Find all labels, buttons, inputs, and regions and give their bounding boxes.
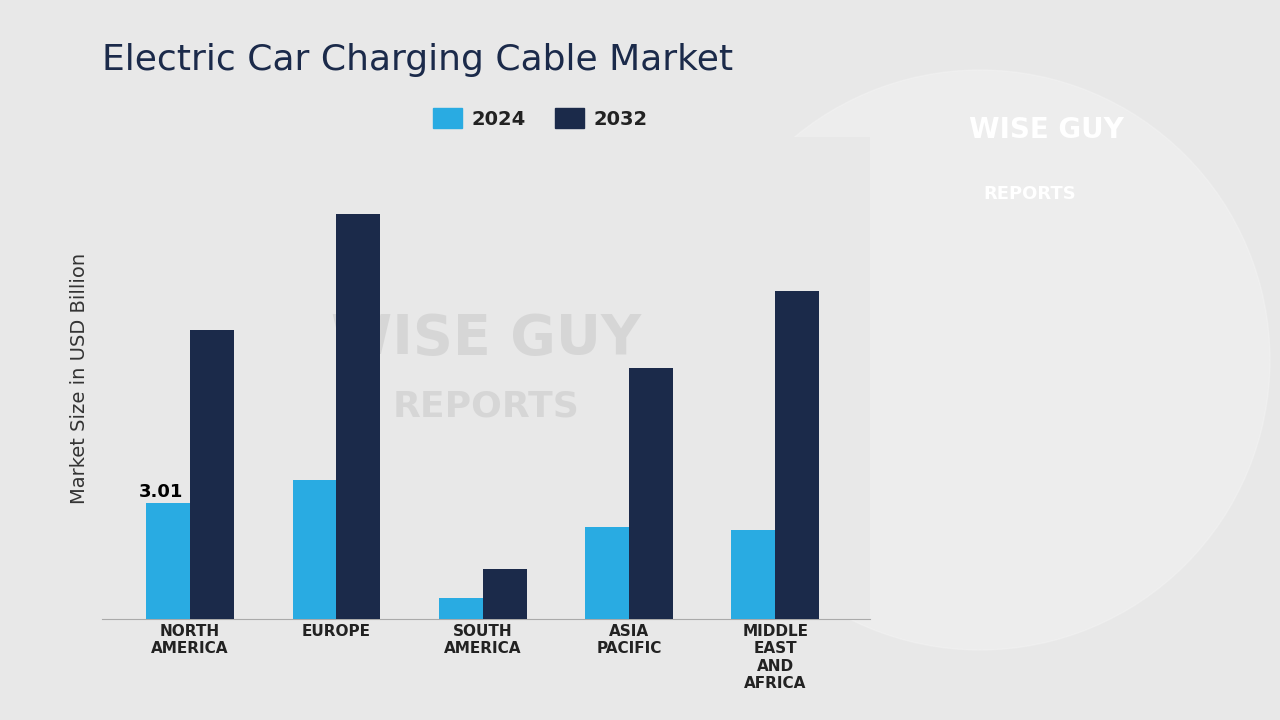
Bar <box>776 291 819 619</box>
Text: Electric Car Charging Cable Market: Electric Car Charging Cable Market <box>102 43 733 77</box>
Bar <box>585 526 628 619</box>
Bar <box>731 531 776 619</box>
Text: REPORTS: REPORTS <box>983 185 1076 203</box>
Bar <box>337 214 380 619</box>
Circle shape <box>690 70 1270 650</box>
Bar <box>439 598 483 619</box>
Text: REPORTS: REPORTS <box>393 390 580 424</box>
Text: WISE GUY: WISE GUY <box>969 116 1124 143</box>
Text: WISE GUY: WISE GUY <box>332 312 641 366</box>
Legend: 2024, 2032: 2024, 2032 <box>422 99 658 138</box>
Bar <box>628 369 673 619</box>
Text: 3.01: 3.01 <box>138 483 183 501</box>
Bar <box>293 480 337 619</box>
Bar <box>146 503 191 619</box>
Bar <box>483 569 526 619</box>
Y-axis label: Market Size in USD Billion: Market Size in USD Billion <box>69 253 88 503</box>
Bar <box>191 330 234 619</box>
